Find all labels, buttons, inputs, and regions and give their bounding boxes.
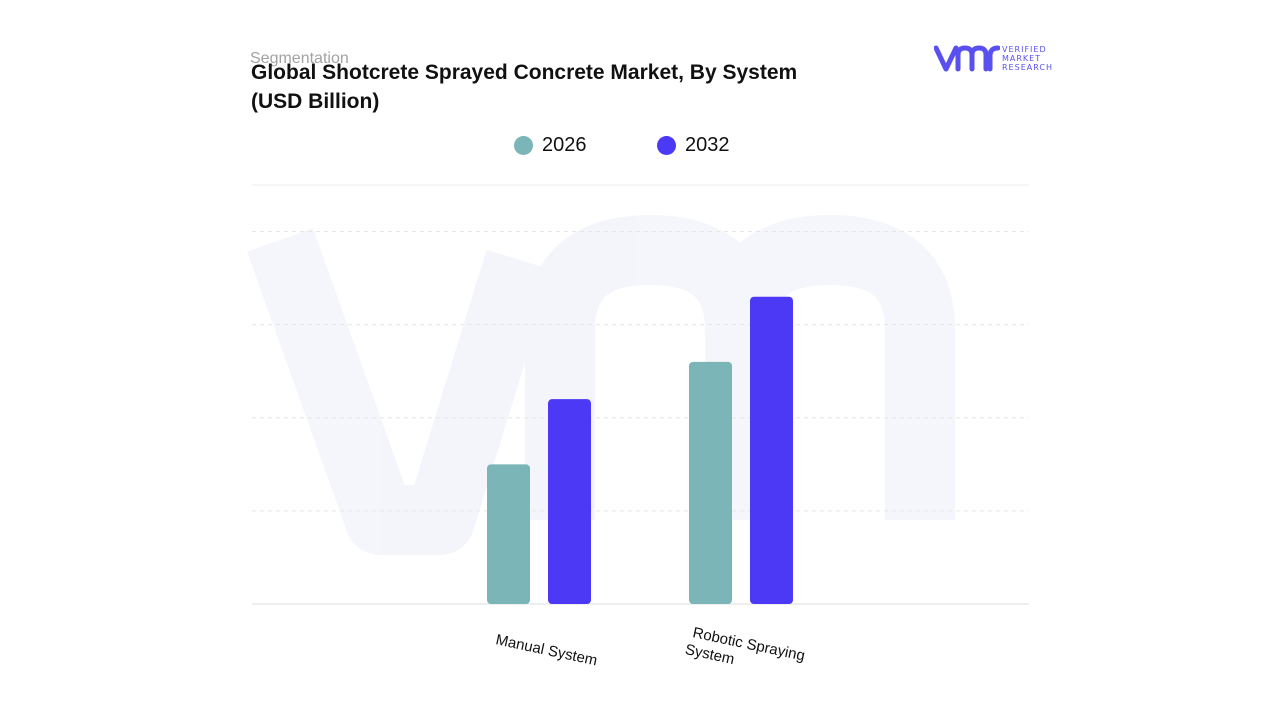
bar-2032-robotic-spraying-system <box>750 296 793 604</box>
legend-item-2026: 2026 <box>514 134 587 157</box>
bar-2026-manual-system <box>487 464 530 604</box>
legend-swatch-2032 <box>657 136 676 155</box>
x-axis-labels: Manual System Robotic SprayingSystem <box>494 623 807 682</box>
logo-line2: MARKET <box>1002 54 1042 63</box>
vmr-logo-icon <box>933 45 1001 72</box>
bar-2026-robotic-spraying-system <box>689 361 732 604</box>
grid-lines <box>252 184 1029 605</box>
chart-title: Global Shotcrete Sprayed Concrete Market… <box>251 58 891 116</box>
legend-label-2026: 2026 <box>542 134 587 156</box>
segmentation-label: Segmentation <box>250 50 349 67</box>
x-tick-label: Manual System <box>494 631 599 669</box>
logo-line1: VERIFIED <box>1002 45 1047 54</box>
legend-item-2032: 2032 <box>657 134 730 157</box>
legend: 2026 2032 <box>510 134 770 164</box>
chart-title-line2: (USD Billion) <box>251 90 380 113</box>
vmr-logo: VERIFIED MARKET RESEARCH <box>933 42 1064 78</box>
legend-swatch-2026 <box>514 136 533 155</box>
vmr-logo-text: VERIFIED MARKET RESEARCH <box>1002 45 1053 72</box>
legend-label-2032: 2032 <box>685 134 730 156</box>
vmr-watermark <box>247 214 955 555</box>
bars <box>487 296 793 604</box>
chart-title-line1: Global Shotcrete Sprayed Concrete Market… <box>251 61 798 84</box>
logo-line3: RESEARCH <box>1002 63 1053 72</box>
x-tick-label: Robotic SprayingSystem <box>684 623 807 682</box>
bar-2032-manual-system <box>548 399 591 604</box>
